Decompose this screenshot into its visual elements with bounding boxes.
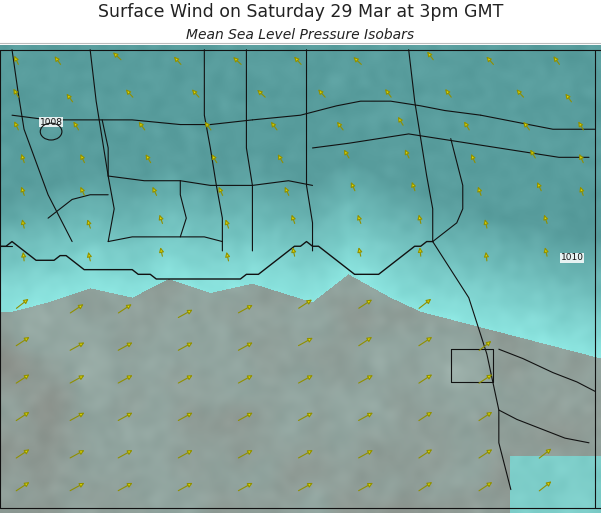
Text: 1010: 1010 <box>561 253 584 263</box>
Text: Surface Wind on Saturday 29 Mar at 3pm GMT: Surface Wind on Saturday 29 Mar at 3pm G… <box>98 3 503 21</box>
Text: 1008: 1008 <box>40 117 63 127</box>
Text: Mean Sea Level Pressure Isobars: Mean Sea Level Pressure Isobars <box>186 28 415 42</box>
